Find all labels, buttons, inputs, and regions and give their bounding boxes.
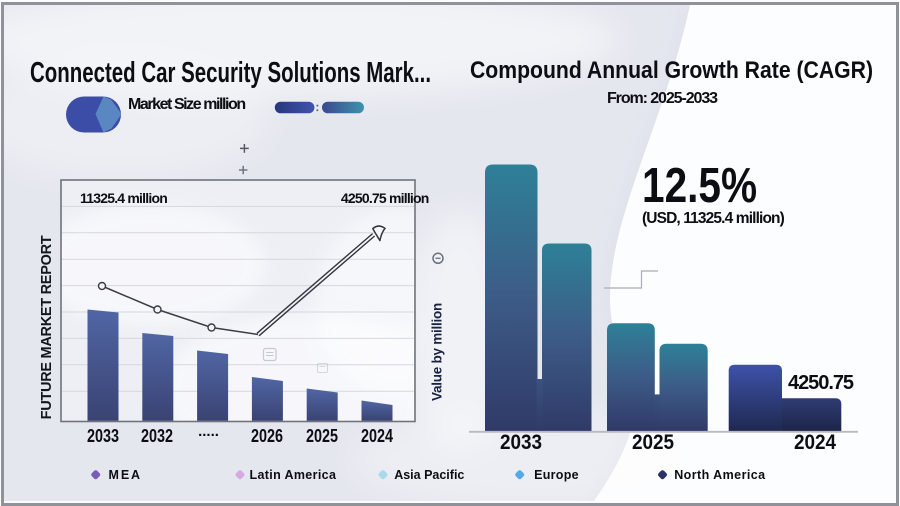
svg-text:FUTURE MARKET REPORT: FUTURE MARKET REPORT [39,235,55,419]
svg-text:Value by million: Value by million [430,303,445,401]
